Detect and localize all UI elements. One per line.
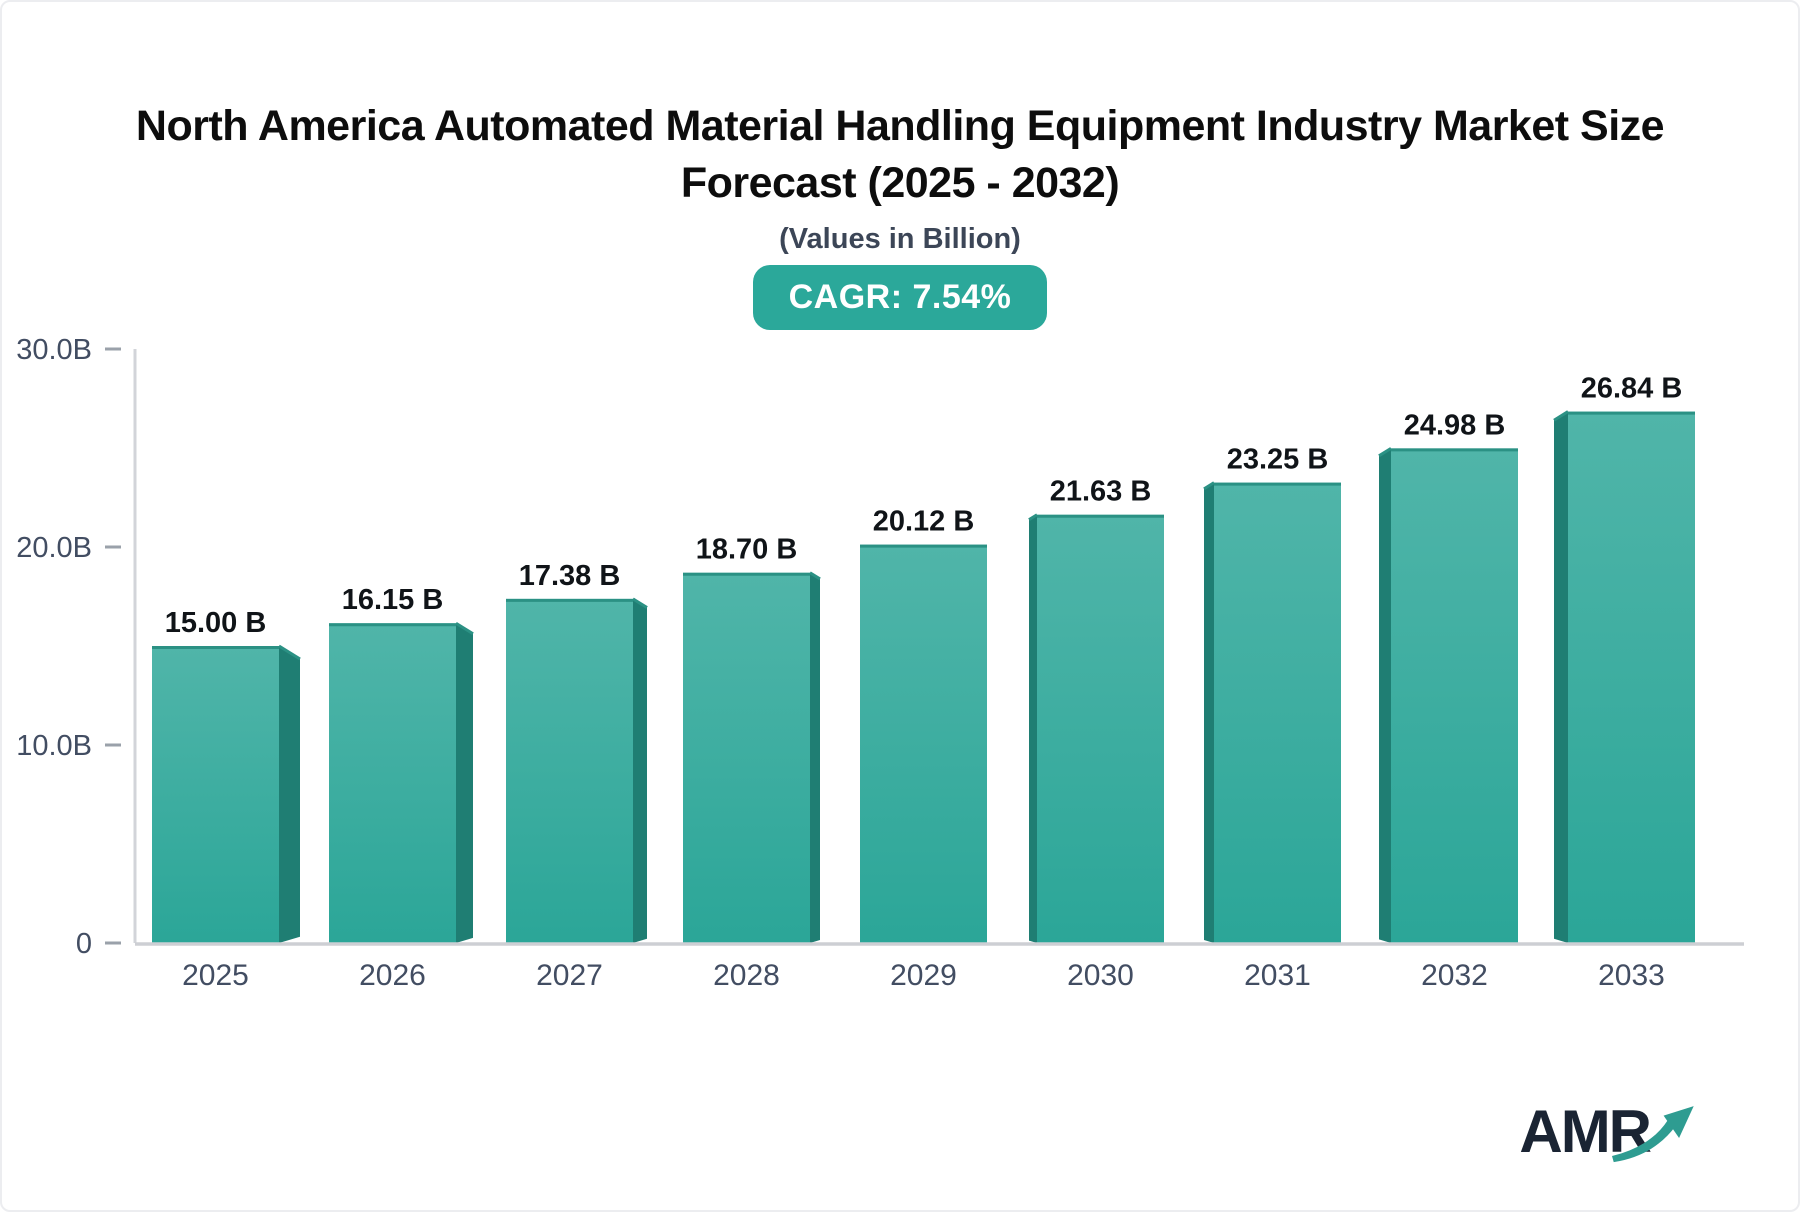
y-axis-label: 10.0B — [16, 730, 92, 762]
bar-value-label: 18.70 B — [696, 534, 798, 566]
y-axis-label: 0 — [76, 928, 92, 960]
x-axis-label: 2026 — [359, 959, 426, 992]
bar — [1568, 411, 1695, 943]
bar-side-face — [1379, 448, 1391, 943]
bar — [683, 572, 810, 943]
bar-value-label: 20.12 B — [873, 506, 975, 538]
bar-side-face — [1029, 514, 1037, 943]
bar — [329, 623, 456, 943]
bar-top-slant-edge — [632, 597, 648, 609]
bar-top-slant-edge — [1553, 410, 1569, 422]
cagr-badge: CAGR: 7.54% — [752, 265, 1048, 330]
bar — [506, 598, 633, 943]
bar — [1037, 514, 1164, 943]
bar-side-face — [1554, 411, 1568, 943]
bar — [152, 646, 279, 943]
x-axis-label: 2032 — [1421, 959, 1488, 992]
bar-top-slant-edge — [809, 571, 821, 581]
bar-value-label: 15.00 B — [165, 607, 267, 639]
growth-arrow-icon — [1612, 1106, 1694, 1163]
bar-value-label: 16.15 B — [342, 584, 444, 616]
bar-top-slant-edge — [1028, 513, 1038, 521]
y-axis-label: 30.0B — [16, 334, 92, 366]
bar-top-slant-edge — [455, 621, 474, 636]
bar-group-2033: 26.84 B 2033 — [1553, 373, 1695, 992]
bar-value-label: 24.98 B — [1404, 409, 1506, 441]
x-axis-label: 2027 — [536, 959, 603, 992]
x-axis-label: 2029 — [890, 959, 957, 992]
chart-header: North America Automated Material Handlin… — [2, 2, 1798, 330]
bar-side-face — [810, 572, 820, 943]
chart-subtitle: (Values in Billion) — [779, 223, 1021, 255]
bar-group-2028: 18.70 B 2028 — [683, 534, 821, 992]
bar-top-slant-edge — [278, 644, 301, 661]
y-axis-label: 20.0B — [16, 532, 92, 564]
chart-title: North America Automated Material Handlin… — [2, 98, 1798, 212]
x-axis-label: 2025 — [182, 959, 249, 992]
bar-group-2030: 21.63 B 2030 — [1028, 476, 1164, 992]
chart-title-line1: North America Automated Material Handlin… — [135, 102, 1665, 150]
bar — [1391, 448, 1518, 943]
bar-value-label: 26.84 B — [1581, 373, 1683, 405]
chart-title-line2: Forecast (2025 - 2032) — [680, 159, 1120, 207]
bar-top-slant-edge — [1378, 447, 1392, 458]
bar-group-2026: 16.15 B 2026 — [329, 584, 474, 992]
bar — [860, 544, 987, 943]
x-axis-label: 2031 — [1244, 959, 1311, 992]
bar-side-face — [456, 623, 473, 943]
bar-side-face — [633, 598, 647, 943]
x-axis-label: 2033 — [1598, 959, 1665, 992]
bar-group-2032: 24.98 B 2032 — [1378, 409, 1518, 992]
bar-value-label: 23.25 B — [1227, 444, 1329, 476]
bar-group-2031: 23.25 B 2031 — [1203, 444, 1341, 992]
bar-side-face — [279, 646, 300, 943]
bar-group-2025: 15.00 B 2025 — [152, 607, 301, 992]
x-axis-label: 2030 — [1067, 959, 1134, 992]
bar — [1214, 482, 1341, 943]
x-axis-label: 2028 — [713, 959, 780, 992]
bar-group-2027: 17.38 B 2027 — [506, 560, 648, 992]
bar-value-label: 17.38 B — [519, 560, 621, 592]
bar-group-2029: 20.12 B 2029 — [860, 506, 987, 992]
amr-logo: AMR — [1519, 1102, 1698, 1163]
bar-top-slant-edge — [1203, 481, 1215, 491]
bar-value-label: 21.63 B — [1050, 476, 1152, 508]
bar-side-face — [1204, 482, 1214, 943]
